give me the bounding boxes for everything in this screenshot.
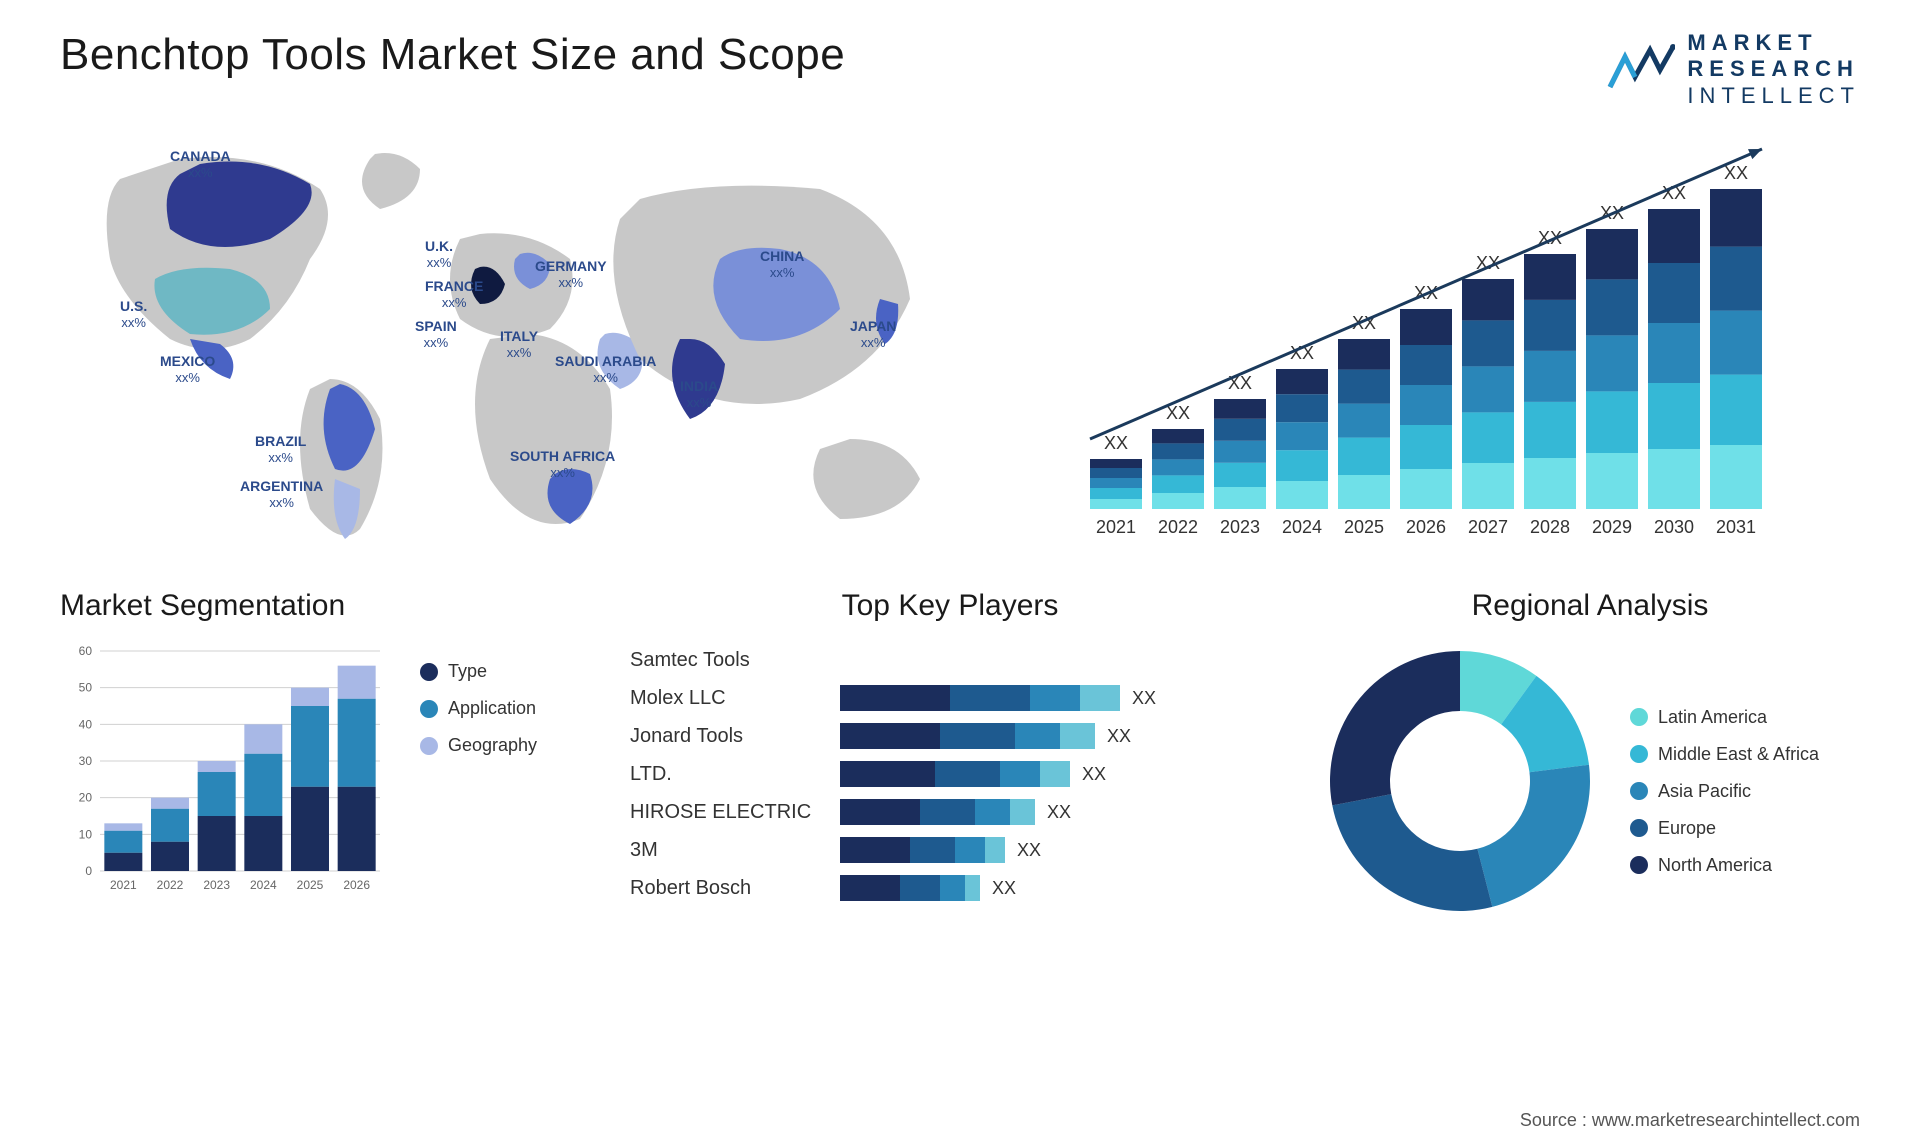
map-label: ITALYxx% xyxy=(500,329,538,360)
world-map: CANADAxx% U.S.xx% MEXICOxx% BRAZILxx% ARGENT… xyxy=(60,139,980,559)
regional-legend: Latin America Middle East & Africa Asia Pa… xyxy=(1630,687,1819,876)
svg-text:2025: 2025 xyxy=(1344,517,1384,537)
svg-text:2029: 2029 xyxy=(1592,517,1632,537)
svg-text:2025: 2025 xyxy=(297,878,324,892)
svg-text:2022: 2022 xyxy=(1158,517,1198,537)
map-label: U.K.xx% xyxy=(425,239,453,270)
player-row: Samtec Tools xyxy=(630,641,1270,679)
svg-text:2023: 2023 xyxy=(1220,517,1260,537)
logo-icon xyxy=(1605,42,1675,97)
svg-text:30: 30 xyxy=(79,754,93,768)
svg-text:20: 20 xyxy=(79,791,93,805)
svg-text:0: 0 xyxy=(85,864,92,878)
logo-line1: MARKET xyxy=(1687,30,1817,55)
svg-text:60: 60 xyxy=(79,644,93,658)
svg-text:2026: 2026 xyxy=(343,878,370,892)
source-text: Source : www.marketresearchintellect.com xyxy=(1520,1110,1860,1131)
legend-item: Type xyxy=(420,661,537,682)
svg-text:2031: 2031 xyxy=(1716,517,1756,537)
map-label: SOUTH AFRICAxx% xyxy=(510,449,615,480)
legend-item: Asia Pacific xyxy=(1630,781,1819,802)
map-label: SAUDI ARABIAxx% xyxy=(555,354,656,385)
map-label: U.S.xx% xyxy=(120,299,147,330)
map-label: CHINAxx% xyxy=(760,249,804,280)
svg-text:2030: 2030 xyxy=(1654,517,1694,537)
svg-text:XX: XX xyxy=(1104,433,1128,453)
svg-text:2028: 2028 xyxy=(1530,517,1570,537)
page-title: Benchtop Tools Market Size and Scope xyxy=(60,30,845,80)
growth-bar-chart: XX2021XX2022XX2023XX2024XX2025XX2026XX20… xyxy=(1020,139,1860,559)
players-chart: Samtec ToolsMolex LLCXXJonard ToolsXXLTD… xyxy=(630,641,1270,907)
map-label: MEXICOxx% xyxy=(160,354,215,385)
map-label: FRANCExx% xyxy=(425,279,483,310)
legend-item: Application xyxy=(420,698,537,719)
svg-text:XX: XX xyxy=(1724,163,1748,183)
legend-item: Latin America xyxy=(1630,707,1819,728)
player-row: HIROSE ELECTRICXX xyxy=(630,793,1270,831)
svg-text:2026: 2026 xyxy=(1406,517,1446,537)
map-label: SPAINxx% xyxy=(415,319,457,350)
legend-item: Geography xyxy=(420,735,537,756)
segmentation-title: Market Segmentation xyxy=(60,589,580,623)
map-label: GERMANYxx% xyxy=(535,259,607,290)
map-label: INDIAxx% xyxy=(680,379,718,410)
players-title: Top Key Players xyxy=(630,589,1270,623)
legend-item: Europe xyxy=(1630,818,1819,839)
svg-text:2027: 2027 xyxy=(1468,517,1508,537)
svg-text:2024: 2024 xyxy=(250,878,277,892)
svg-text:XX: XX xyxy=(1228,373,1252,393)
map-label: ARGENTINAxx% xyxy=(240,479,323,510)
regional-donut xyxy=(1320,641,1600,921)
map-label: JAPANxx% xyxy=(850,319,896,350)
player-row: Robert BoschXX xyxy=(630,869,1270,907)
segmentation-chart: 0 10 20 30 40 50 60 2021 2022 2023 2024 2025 2026 xyxy=(60,641,390,901)
map-label: CANADAxx% xyxy=(170,149,231,180)
svg-text:10: 10 xyxy=(79,828,93,842)
svg-text:2022: 2022 xyxy=(157,878,184,892)
svg-text:40: 40 xyxy=(79,718,93,732)
brand-logo: MARKET RESEARCH INTELLECT xyxy=(1605,30,1860,109)
logo-line3: INTELLECT xyxy=(1687,83,1860,109)
logo-line2: RESEARCH xyxy=(1687,56,1858,81)
svg-text:2021: 2021 xyxy=(1096,517,1136,537)
legend-item: Middle East & Africa xyxy=(1630,744,1819,765)
player-row: Jonard ToolsXX xyxy=(630,717,1270,755)
player-row: LTD.XX xyxy=(630,755,1270,793)
regional-title: Regional Analysis xyxy=(1320,589,1860,623)
map-label: BRAZILxx% xyxy=(255,434,306,465)
segmentation-legend: Type Application Geography xyxy=(420,641,537,901)
player-row: 3MXX xyxy=(630,831,1270,869)
player-row: Molex LLCXX xyxy=(630,679,1270,717)
svg-text:2023: 2023 xyxy=(203,878,230,892)
svg-text:2024: 2024 xyxy=(1282,517,1322,537)
svg-text:50: 50 xyxy=(79,681,93,695)
legend-item: North America xyxy=(1630,855,1819,876)
svg-text:2021: 2021 xyxy=(110,878,137,892)
